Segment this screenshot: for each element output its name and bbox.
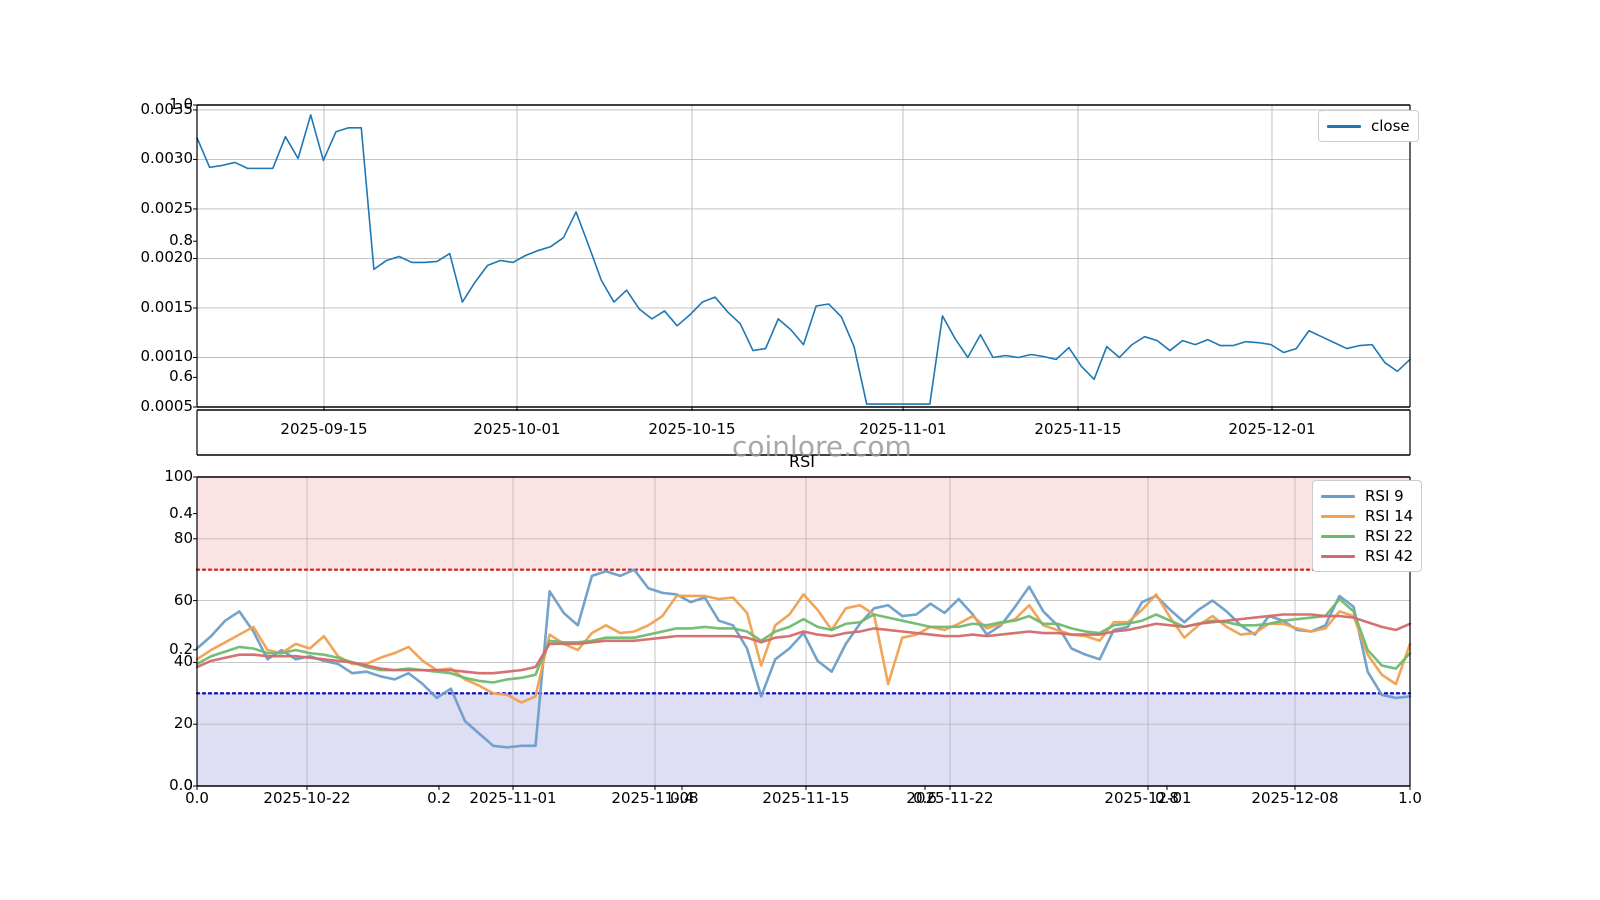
rsi-overlay-xtick-0.4: 0.4 <box>670 789 694 807</box>
rsi-xtick-2025-12-01: 2025-12-01 <box>1104 789 1192 807</box>
price-ytick-0.0010: 0.0010 <box>140 347 194 366</box>
price-xtick-2025-12-01: 2025-12-01 <box>1228 420 1316 438</box>
price-chart-legend[interactable]: close <box>1318 110 1419 142</box>
price-ytick-0.0005: 0.0005 <box>140 397 194 415</box>
rsi-overlay-xtick-0.8: 0.8 <box>1155 789 1179 807</box>
rsi-ytick-40: 40 <box>173 652 193 671</box>
rsi-xtick-2025-11-01: 2025-11-01 <box>469 789 557 807</box>
rsi-xtick-2025-12-08: 2025-12-08 <box>1251 789 1339 807</box>
price-legend-item-close[interactable]: close <box>1327 116 1410 136</box>
rsi-xtick-2025-11-22: 2025-11-22 <box>906 789 994 807</box>
price-xtick-2025-09-15: 2025-09-15 <box>280 420 368 438</box>
rsi-legend-label: RSI 14 <box>1365 507 1414 525</box>
rsi-overlay-ytick-0.0: 0.0 <box>169 776 193 794</box>
price-ytick-0.0035: 0.0035 <box>140 99 194 118</box>
price-overlay-ytick-0.8: 0.8 <box>169 231 193 250</box>
rsi-legend-item-rsi-22[interactable]: RSI 22 <box>1321 526 1413 546</box>
rsi-overlay-xtick-0.2: 0.2 <box>427 789 451 807</box>
rsi-ytick-20: 20 <box>173 714 193 733</box>
rsi-xtick-2025-10-22: 2025-10-22 <box>263 789 351 807</box>
rsi-xtick-2025-11-15: 2025-11-15 <box>762 789 850 807</box>
rsi-overlay-ytick-0.2: 0.2 <box>169 639 193 658</box>
price-xtick-2025-10-01: 2025-10-01 <box>473 420 561 438</box>
rsi-ytick-80: 80 <box>173 528 193 547</box>
price-xtick-2025-10-15: 2025-10-15 <box>648 420 736 438</box>
watermark-coinlore: coinlore.com <box>732 430 912 463</box>
legend-color-swatch-icon <box>1321 494 1355 498</box>
rsi-xtick-2025-11-08: 2025-11-08 <box>611 789 699 807</box>
legend-color-swatch-icon <box>1321 534 1355 538</box>
legend-color-swatch-icon <box>1321 554 1355 558</box>
price-overlay-ytick-1.0: 1.0 <box>169 95 193 113</box>
rsi-legend-label: RSI 9 <box>1365 487 1404 505</box>
rsi-overlay-xtick-0.0: 0.0 <box>185 789 209 807</box>
rsi-legend-item-rsi-14[interactable]: RSI 14 <box>1321 506 1413 526</box>
rsi-legend-label: RSI 22 <box>1365 527 1414 545</box>
rsi-overlay-ytick-0.4: 0.4 <box>169 503 193 522</box>
price-ytick-0.0025: 0.0025 <box>140 198 194 217</box>
rsi-chart-legend[interactable]: RSI 9 RSI 14 RSI 22 RSI 42 <box>1312 480 1423 572</box>
price-ytick-0.0020: 0.0020 <box>140 248 194 267</box>
price-legend-label: close <box>1371 117 1410 135</box>
rsi-ytick-60: 60 <box>173 590 193 609</box>
price-overlay-ytick-0.6: 0.6 <box>169 367 193 386</box>
rsi-legend-item-rsi-9[interactable]: RSI 9 <box>1321 486 1413 506</box>
rsi-legend-label: RSI 42 <box>1365 547 1414 565</box>
rsi-legend-item-rsi-42[interactable]: RSI 42 <box>1321 546 1413 566</box>
rsi-ytick-0: 0 <box>183 776 193 794</box>
rsi-ytick-100: 100 <box>164 467 193 485</box>
price-ytick-0.0015: 0.0015 <box>140 297 194 316</box>
rsi-chart-title: RSI <box>789 452 815 471</box>
rsi-overlay-xtick-1.0: 1.0 <box>1398 789 1422 807</box>
price-xtick-2025-11-15: 2025-11-15 <box>1034 420 1122 438</box>
price-xtick-2025-11-01: 2025-11-01 <box>859 420 947 438</box>
rsi-overlay-xtick-0.6: 0.6 <box>913 789 937 807</box>
price-ytick-0.0030: 0.0030 <box>140 149 194 168</box>
legend-color-swatch-icon <box>1327 124 1361 128</box>
legend-color-swatch-icon <box>1321 514 1355 518</box>
